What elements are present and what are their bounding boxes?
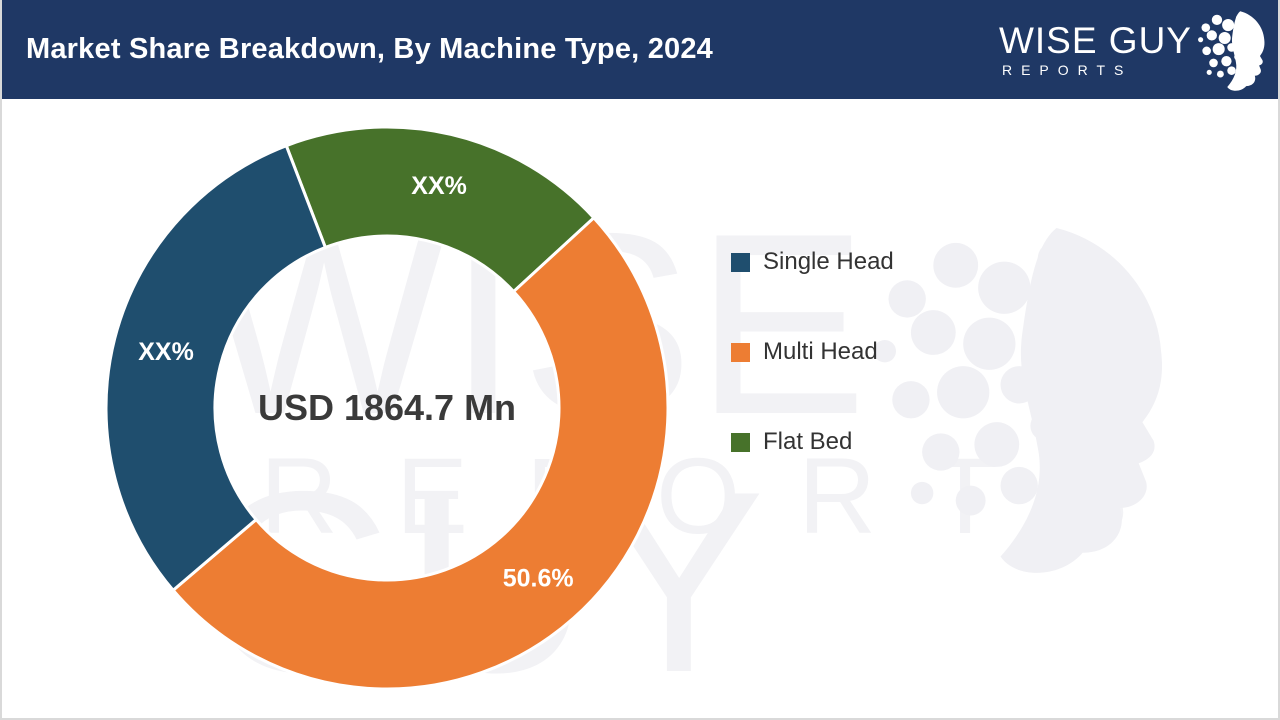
slice-label-multi-head: 50.6% — [503, 565, 574, 593]
donut-slice-single-head — [104, 144, 327, 592]
legend-label-single-head: Single Head — [763, 248, 894, 275]
chart-legend: Single Head Multi Head Flat Bed — [731, 248, 894, 455]
donut-slice-flat-bed — [284, 125, 596, 294]
slice-label-flat-bed: XX% — [411, 172, 467, 200]
brand-wordmark: WISE GUY REPORTS — [999, 22, 1192, 77]
legend-label-multi-head: Multi Head — [763, 338, 878, 365]
donut-slice-multi-head — [171, 216, 670, 691]
page-title: Market Share Breakdown, By Machine Type,… — [26, 33, 714, 65]
slice-label-single-head: XX% — [138, 338, 194, 366]
legend-swatch-multi-head — [731, 342, 750, 362]
legend-item-flat-bed: Flat Bed — [731, 428, 894, 455]
header: Market Share Breakdown, By Machine Type,… — [2, 0, 1278, 99]
brand-name: WISE GUY — [998, 20, 1192, 61]
legend-item-multi-head: Multi Head — [731, 338, 894, 365]
legend-swatch-single-head — [731, 252, 750, 272]
donut-chart: XX% 50.6% XX% — [77, 98, 697, 718]
donut-svg: XX% 50.6% XX% — [104, 125, 670, 691]
legend-swatch-flat-bed — [731, 432, 750, 452]
brand-logo: WISE GUY REPORTS — [999, 7, 1268, 93]
brand-subtitle: REPORTS — [1001, 62, 1133, 78]
legend-label-flat-bed: Flat Bed — [763, 428, 853, 455]
donut-center-value: USD 1864.7 Mn — [257, 387, 517, 428]
brand-face-icon — [1198, 10, 1265, 91]
legend-item-single-head: Single Head — [731, 248, 894, 275]
